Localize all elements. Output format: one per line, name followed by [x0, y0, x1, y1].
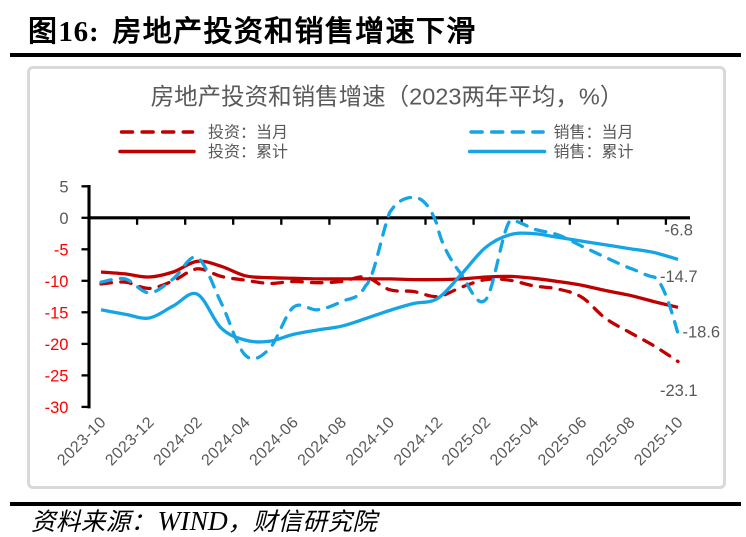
svg-text:销售：累计: 销售：累计 — [554, 143, 634, 161]
svg-text:2024-12: 2024-12 — [391, 414, 447, 470]
svg-text:2025-10: 2025-10 — [631, 414, 687, 470]
svg-text:2024-04: 2024-04 — [198, 414, 254, 470]
svg-text:0: 0 — [59, 210, 68, 228]
svg-text:2024-08: 2024-08 — [295, 414, 351, 470]
svg-text:-6.8: -6.8 — [665, 221, 693, 239]
svg-text:2025-08: 2025-08 — [583, 414, 639, 470]
svg-text:5: 5 — [59, 178, 68, 196]
svg-text:-30: -30 — [45, 399, 69, 417]
svg-text:-23.1: -23.1 — [660, 382, 698, 400]
svg-text:-10: -10 — [45, 273, 69, 291]
svg-text:2024-02: 2024-02 — [150, 414, 206, 470]
svg-text:销售：当月: 销售：当月 — [554, 124, 634, 142]
svg-text:2024-10: 2024-10 — [343, 414, 399, 470]
svg-text:房地产投资和销售增速（2023两年平均，%）: 房地产投资和销售增速（2023两年平均，%） — [151, 84, 624, 110]
svg-text:-25: -25 — [45, 367, 69, 385]
svg-text:2023-12: 2023-12 — [102, 414, 158, 470]
svg-text:-14.7: -14.7 — [660, 268, 698, 286]
svg-text:-15: -15 — [45, 304, 69, 322]
svg-text:2023-10: 2023-10 — [54, 414, 110, 470]
svg-text:2025-02: 2025-02 — [439, 414, 495, 470]
svg-text:2025-04: 2025-04 — [487, 414, 543, 470]
svg-text:投资：累计: 投资：累计 — [208, 143, 288, 161]
svg-text:-5: -5 — [54, 241, 69, 259]
svg-text:-18.6: -18.6 — [683, 324, 721, 342]
svg-text:2025-06: 2025-06 — [535, 414, 591, 470]
svg-text:2024-06: 2024-06 — [247, 414, 303, 470]
svg-text:-20: -20 — [45, 336, 69, 354]
svg-text:投资：当月: 投资：当月 — [208, 124, 288, 142]
